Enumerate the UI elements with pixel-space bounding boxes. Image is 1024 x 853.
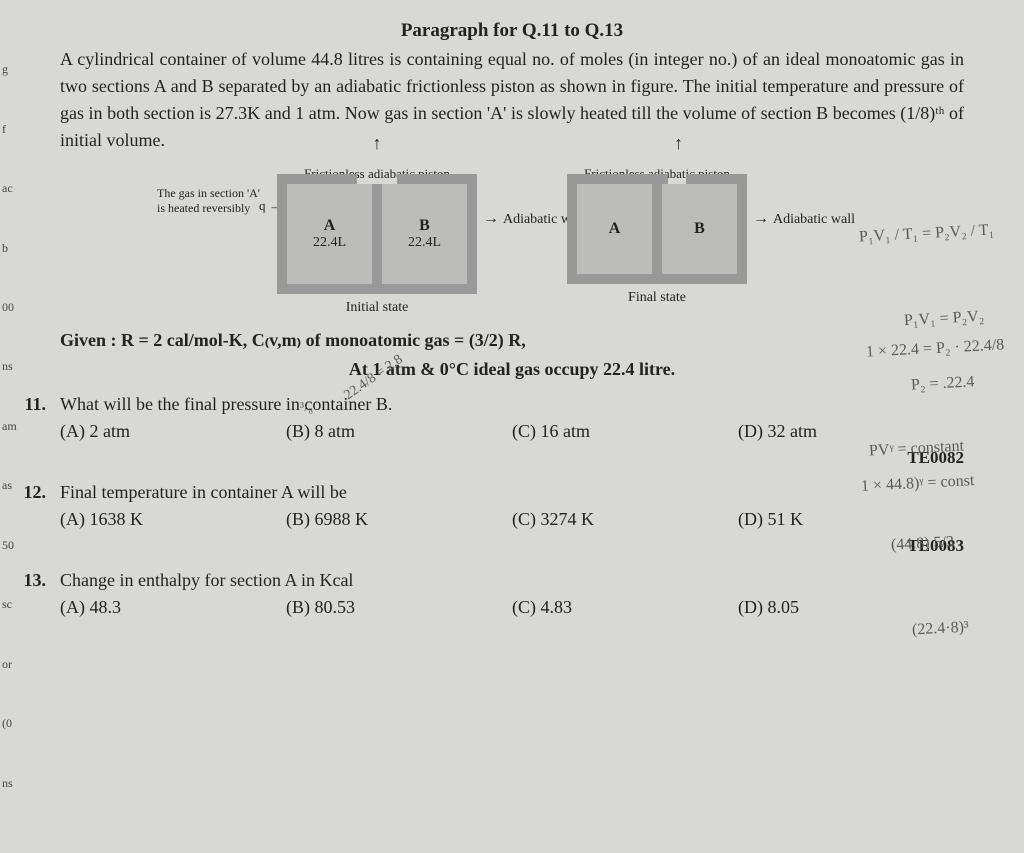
paragraph-body: A cylindrical container of volume 44.8 l… (60, 46, 964, 154)
handwriting-eq8: (22.4·8)³ (912, 619, 970, 640)
q13-opt-a: (A) 48.3 (60, 597, 286, 618)
question-12: 12. Final temperature in container A wil… (60, 482, 964, 503)
arrow-up-icon: ↑ (373, 134, 382, 152)
q13-text: Change in enthalpy for section A in Kcal (60, 570, 353, 591)
q11-opt-c: (C) 16 atm (512, 421, 738, 442)
q12-text: Final temperature in container A will be (60, 482, 347, 503)
q13-opt-d: (D) 8.05 (738, 597, 964, 618)
q12-opt-c: (C) 3274 K (512, 509, 738, 530)
q13-opt-c: (C) 4.83 (512, 597, 738, 618)
heating-note: The gas in section 'A' is heated reversi… (157, 186, 267, 216)
q12-opt-d: (D) 51 K (738, 509, 964, 530)
figures-row: Frictionless adiabatic piston ↑ The gas … (60, 166, 964, 316)
q11-options: (A) 2 atm (B) 8 atm (C) 16 atm (D) 32 at… (60, 421, 964, 442)
state-label-initial: Initial state (277, 300, 477, 316)
q12-code: TE0083 (60, 536, 964, 556)
q12-opt-b: (B) 6988 K (286, 509, 512, 530)
container-initial: A22.4L B22.4L (277, 184, 477, 294)
q11-opt-b: (B) 8 atm (286, 421, 512, 442)
q13-options: (A) 48.3 (B) 80.53 (C) 4.83 (D) 8.05 (60, 597, 964, 618)
q11-opt-a: (A) 2 atm (60, 421, 286, 442)
q12-options: (A) 1638 K (B) 6988 K (C) 3274 K (D) 51 … (60, 509, 964, 530)
section-b-initial: B22.4L (382, 184, 467, 284)
state-label-final: Final state (567, 290, 747, 306)
page-edge-fragments: gfac b00ns amas50 scor(0 ns (0, 0, 18, 853)
given-line: Given : R = 2 cal/mol-K, C₍v,m₎ of monoa… (60, 330, 964, 351)
question-13: 13. Change in enthalpy for section A in … (60, 570, 964, 591)
piston-divider (652, 184, 662, 274)
section-a-initial: A22.4L (287, 184, 372, 284)
occupy-line: At 1 atm & 0°C ideal gas occupy 22.4 lit… (60, 359, 964, 380)
q11-code: TE0082 (60, 448, 964, 468)
section-b-final: B (662, 184, 737, 274)
section-a-final: A (577, 184, 652, 274)
question-11: 11. What will be the final pressure in c… (60, 394, 964, 415)
q12-opt-a: (A) 1638 K (60, 509, 286, 530)
figure-final: Frictionless adiabatic piston ↑ A B Adia… (567, 166, 747, 316)
q13-opt-b: (B) 80.53 (286, 597, 512, 618)
q11-opt-d: (D) 32 atm (738, 421, 964, 442)
piston-divider (372, 184, 382, 284)
adiabatic-wall-label-2: Adiabatic wall (753, 210, 855, 228)
arrow-up-icon: ↑ (674, 134, 683, 152)
figure-initial: Frictionless adiabatic piston ↑ The gas … (277, 166, 477, 316)
paragraph-heading: Paragraph for Q.11 to Q.13 (60, 20, 964, 42)
q11-text: What will be the final pressure in conta… (60, 394, 392, 415)
container-final: A B (567, 184, 747, 284)
